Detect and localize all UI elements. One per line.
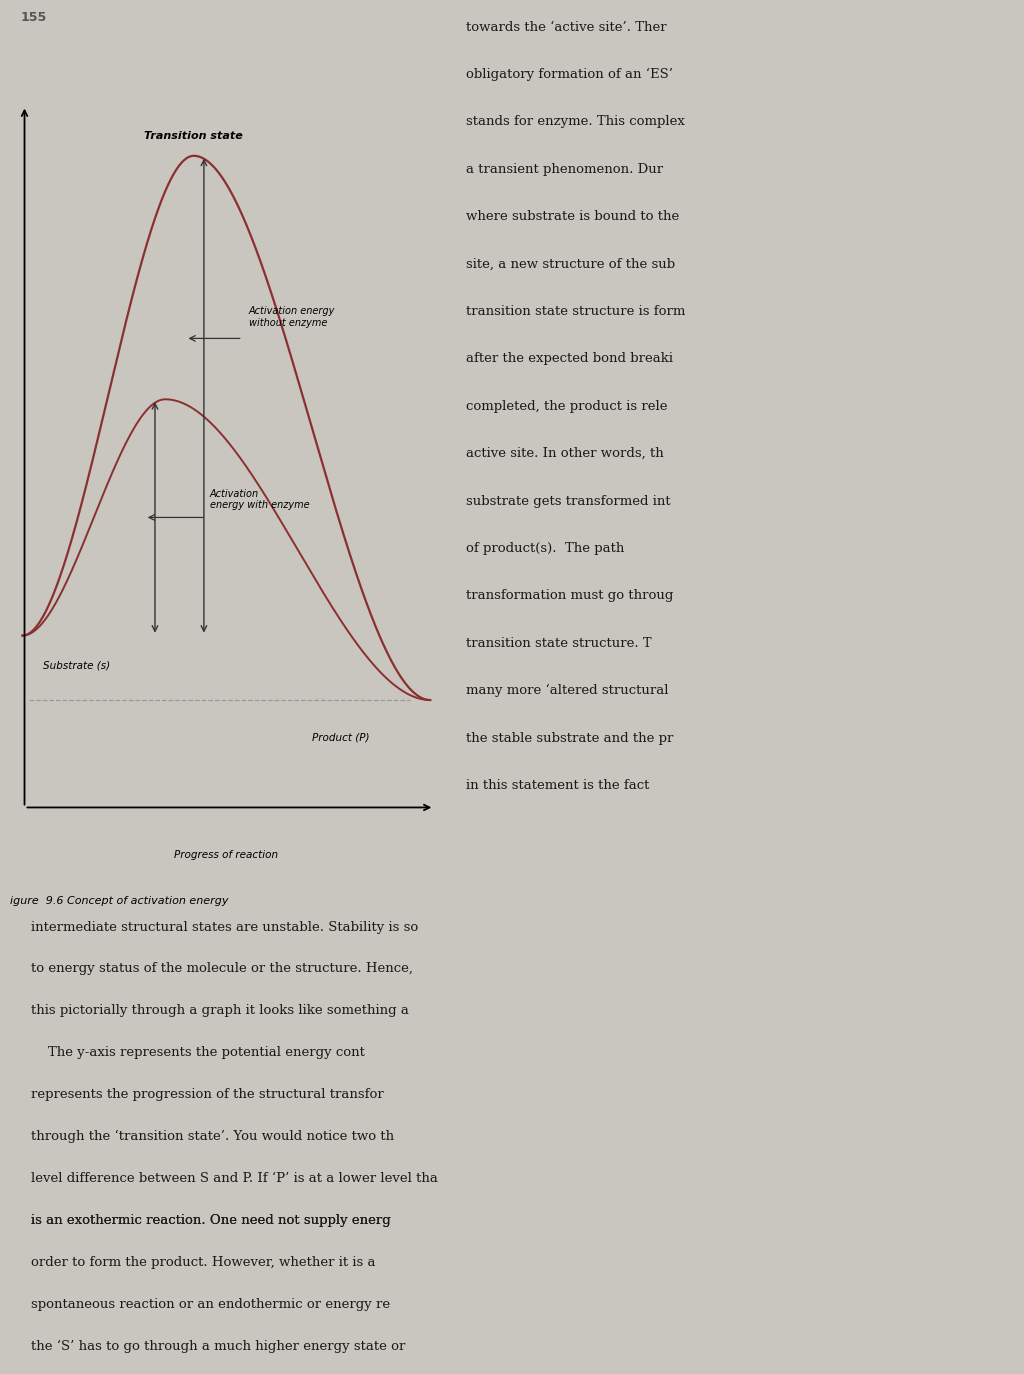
Text: is an exothermic reaction. One need not supply energ: is an exothermic reaction. One need not … [31, 1215, 390, 1227]
Text: Product (P): Product (P) [311, 732, 370, 742]
Text: substrate gets transformed int: substrate gets transformed int [466, 495, 671, 507]
Text: obligatory formation of an ‘ES’: obligatory formation of an ‘ES’ [466, 67, 673, 81]
Text: Substrate (s): Substrate (s) [43, 661, 110, 671]
Text: the ‘S’ has to go through a much higher energy state or: the ‘S’ has to go through a much higher … [31, 1340, 406, 1353]
Text: igure  9.6 Concept of activation energy: igure 9.6 Concept of activation energy [10, 896, 228, 905]
Text: through the ‘transition state’. You would notice two th: through the ‘transition state’. You woul… [31, 1129, 394, 1143]
Text: this pictorially through a graph it looks like something a: this pictorially through a graph it look… [31, 1004, 409, 1017]
Text: The y-axis represents the potential energy cont: The y-axis represents the potential ener… [31, 1047, 365, 1059]
Text: Progress of reaction: Progress of reaction [174, 851, 279, 860]
Text: many more ‘altered structural: many more ‘altered structural [466, 684, 669, 698]
Text: is an exothermic reaction. One need not supply energ: is an exothermic reaction. One need not … [31, 1215, 390, 1227]
Text: site, a new structure of the sub: site, a new structure of the sub [466, 258, 675, 271]
Text: intermediate structural states are unstable. Stability is so: intermediate structural states are unsta… [31, 921, 418, 933]
Text: transformation must go throug: transformation must go throug [466, 589, 674, 602]
Text: in this statement is the fact: in this statement is the fact [466, 779, 649, 791]
Text: represents the progression of the structural transfor: represents the progression of the struct… [31, 1088, 383, 1101]
Text: transition state structure is form: transition state structure is form [466, 305, 685, 317]
Text: transition state structure. T: transition state structure. T [466, 638, 651, 650]
Text: of product(s).  The path: of product(s). The path [466, 543, 625, 555]
Text: 155: 155 [20, 11, 47, 23]
Text: Transition state: Transition state [144, 132, 243, 142]
Text: active site. In other words, th: active site. In other words, th [466, 447, 664, 460]
Text: towards the ‘active site’. Ther: towards the ‘active site’. Ther [466, 21, 667, 33]
Text: Activation
energy with enzyme: Activation energy with enzyme [210, 489, 309, 510]
Text: the stable substrate and the pr: the stable substrate and the pr [466, 731, 674, 745]
Text: to energy status of the molecule or the structure. Hence,: to energy status of the molecule or the … [31, 962, 413, 976]
Text: after the expected bond breaki: after the expected bond breaki [466, 352, 673, 365]
Text: where substrate is bound to the: where substrate is bound to the [466, 210, 679, 223]
Text: a transient phenomenon. Dur: a transient phenomenon. Dur [466, 162, 664, 176]
Text: level difference between S and P. If ‘P’ is at a lower level tha: level difference between S and P. If ‘P’… [31, 1172, 437, 1184]
Text: Activation energy
without enzyme: Activation energy without enzyme [249, 306, 335, 327]
Text: spontaneous reaction or an endothermic or energy re: spontaneous reaction or an endothermic o… [31, 1297, 390, 1311]
Text: stands for enzyme. This complex: stands for enzyme. This complex [466, 115, 685, 128]
Text: completed, the product is rele: completed, the product is rele [466, 400, 668, 412]
Text: order to form the product. However, whether it is a: order to form the product. However, whet… [31, 1256, 375, 1268]
